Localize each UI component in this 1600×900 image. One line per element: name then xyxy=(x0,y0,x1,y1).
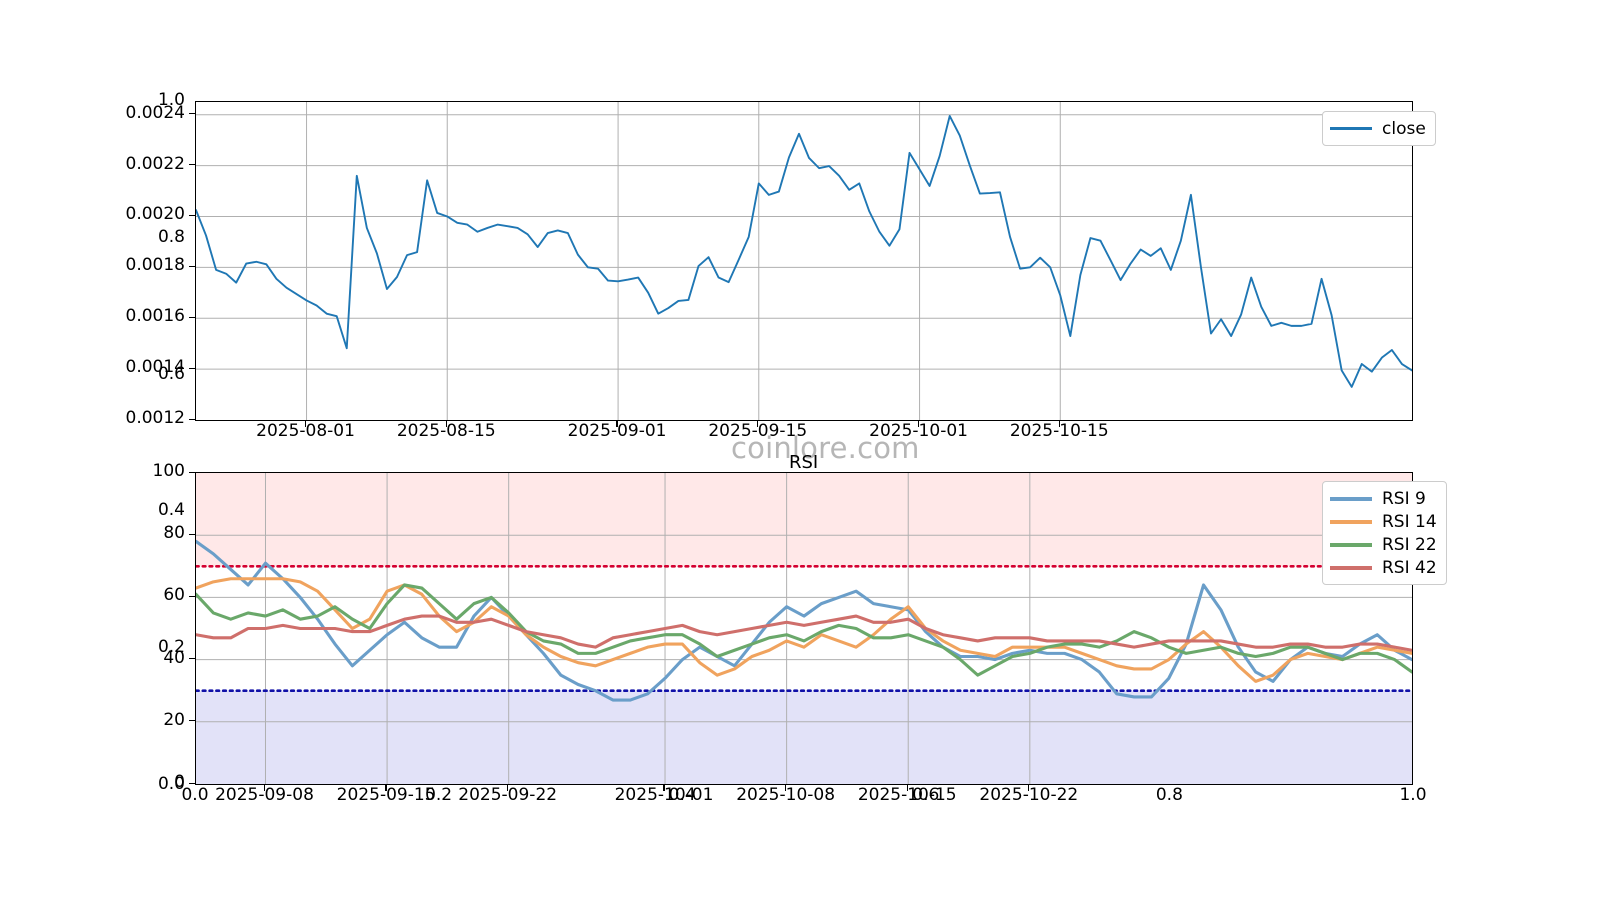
x-tick-mark xyxy=(757,421,759,427)
axis-tick-label-x: 2025-10-01 xyxy=(869,421,968,441)
axis-tick-label-y: 0.8 xyxy=(157,226,185,247)
axis-tick-label-y: 0 xyxy=(174,772,185,792)
x-tick-mark xyxy=(1028,785,1030,791)
y-tick-mark xyxy=(189,367,195,369)
price-legend: close xyxy=(1322,111,1436,146)
rsi-legend: RSI 9 RSI 14 RSI 22 RSI 42 xyxy=(1322,481,1447,585)
y-tick-mark xyxy=(189,782,195,784)
axis-tick-label-y: 0.0022 xyxy=(125,153,185,174)
y-tick-mark xyxy=(189,113,195,115)
axis-tick-label-x: 0.4 xyxy=(668,785,696,805)
legend-line-swatch-icon xyxy=(1330,496,1372,501)
axis-tick-label-x: 2025-08-15 xyxy=(396,421,496,441)
axis-tick-label-x: 2025-10-01 xyxy=(614,785,714,805)
legend-line-swatch-icon xyxy=(1330,127,1372,130)
x-tick-mark xyxy=(616,421,618,427)
legend-item-rsi-42[interactable]: RSI 42 xyxy=(1330,556,1437,579)
x-tick-mark xyxy=(385,785,387,791)
axis-tick-label-y: 0.6 xyxy=(157,363,185,384)
rsi-chart-panel xyxy=(195,472,1413,785)
axis-tick-label-x: 2025-09-22 xyxy=(458,785,558,805)
legend-item-label: RSI 42 xyxy=(1382,557,1437,578)
legend-line-swatch-icon xyxy=(1330,565,1372,570)
y-tick-mark xyxy=(189,316,195,318)
axis-tick-label-y: 0.0020 xyxy=(125,204,185,225)
axis-tick-label-y: 0.2 xyxy=(157,637,185,658)
legend-item-close[interactable]: close xyxy=(1330,117,1426,140)
axis-tick-label-x: 0.6 xyxy=(912,785,940,805)
axis-tick-label-y: 1.0 xyxy=(157,90,185,110)
legend-line-swatch-icon xyxy=(1330,542,1372,547)
x-tick-mark xyxy=(785,785,787,791)
y-tick-mark xyxy=(189,658,195,660)
axis-tick-label-x: 1.0 xyxy=(1399,785,1427,805)
y-tick-mark xyxy=(189,533,195,535)
y-tick-mark xyxy=(189,418,195,420)
axis-tick-label-x: 2025-09-15 xyxy=(708,421,808,441)
axis-tick-label-x: 0.2 xyxy=(425,785,453,805)
y-tick-mark xyxy=(189,214,195,217)
x-tick-mark xyxy=(906,785,908,791)
legend-item-label: RSI 9 xyxy=(1382,488,1426,509)
axis-tick-label-x: 2025-09-15 xyxy=(336,785,436,805)
axis-tick-label-x: 2025-09-08 xyxy=(215,785,314,805)
axis-tick-label-y: 0.0016 xyxy=(125,306,185,327)
legend-item-label: RSI 14 xyxy=(1382,511,1437,532)
rsi-panel-title: RSI xyxy=(789,452,819,473)
price-chart-panel xyxy=(195,101,1413,421)
axis-tick-label-y: 0.0018 xyxy=(125,255,185,276)
axis-tick-label-y: 60 xyxy=(163,585,185,606)
legend-item-rsi-9[interactable]: RSI 9 xyxy=(1330,487,1437,510)
axis-tick-label-x: 2025-10-15 xyxy=(857,785,957,805)
axis-tick-label-x: 2025-10-22 xyxy=(979,785,1079,805)
axis-tick-label-y: 80 xyxy=(163,523,185,544)
y-tick-mark xyxy=(189,265,195,268)
axis-tick-label-x: 2025-09-01 xyxy=(567,421,667,441)
axis-tick-label-x: 2025-10-15 xyxy=(1009,421,1109,441)
legend-item-rsi-22[interactable]: RSI 22 xyxy=(1330,533,1437,556)
axis-tick-label-y: 0.0014 xyxy=(125,357,185,378)
legend-item-label: RSI 22 xyxy=(1382,534,1437,555)
x-tick-mark xyxy=(304,421,307,427)
x-tick-mark xyxy=(1058,421,1060,427)
axis-tick-label-y: 0.0012 xyxy=(125,408,185,428)
axis-tick-label-y: 40 xyxy=(163,647,185,668)
y-tick-mark xyxy=(189,164,195,166)
x-tick-mark xyxy=(445,421,447,427)
legend-line-swatch-icon xyxy=(1330,519,1372,524)
axis-tick-label-y: 20 xyxy=(163,709,185,730)
y-tick-mark xyxy=(189,720,195,722)
axis-tick-label-y: 0.4 xyxy=(157,500,185,521)
y-tick-mark xyxy=(189,595,195,598)
rsi-plot-area xyxy=(196,473,1412,784)
x-tick-mark xyxy=(263,785,266,791)
axis-tick-label-y: 0.0 xyxy=(157,774,185,794)
price-plot-area xyxy=(196,102,1412,420)
watermark-coinlore: coinlore.com xyxy=(731,431,920,465)
y-tick-mark xyxy=(189,471,195,473)
axis-tick-label-x: 2025-10-08 xyxy=(736,785,836,805)
axis-tick-label-x: 2025-08-01 xyxy=(256,421,355,441)
legend-item-label: close xyxy=(1382,118,1426,139)
x-tick-mark xyxy=(663,785,665,791)
x-tick-mark xyxy=(917,421,920,427)
x-tick-mark xyxy=(507,785,509,791)
axis-tick-label-y: 100 xyxy=(152,461,185,481)
axis-tick-label-y: 0.0024 xyxy=(125,102,185,123)
axis-tick-label-x: 0.8 xyxy=(1155,785,1183,805)
axis-tick-label-x: 0.0 xyxy=(181,785,209,805)
legend-item-rsi-14[interactable]: RSI 14 xyxy=(1330,510,1437,533)
